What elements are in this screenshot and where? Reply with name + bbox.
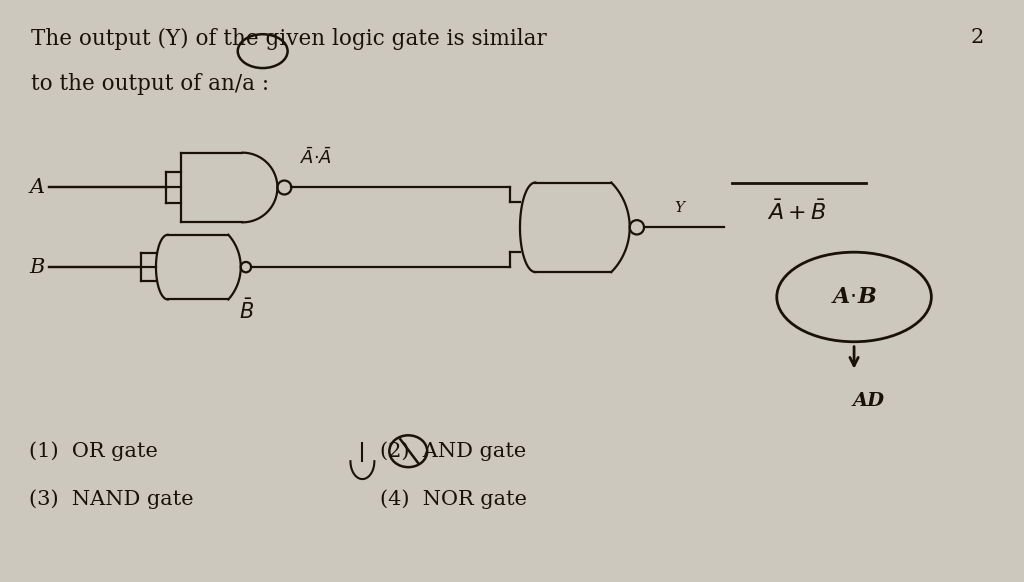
Text: $\bar{B}$: $\bar{B}$ (239, 299, 254, 323)
Text: 2: 2 (971, 29, 984, 47)
Text: (3)  NAND gate: (3) NAND gate (30, 489, 194, 509)
Text: to the output of an/a :: to the output of an/a : (32, 73, 269, 95)
Text: A$\cdot$B: A$\cdot$B (831, 286, 877, 308)
Text: Y: Y (674, 201, 684, 215)
Text: The output (Y) of the given logic gate is similar: The output (Y) of the given logic gate i… (32, 29, 547, 51)
Text: $\bar{A}+\bar{B}$: $\bar{A}+\bar{B}$ (767, 200, 826, 225)
Text: B: B (30, 258, 45, 276)
Text: (1)  OR gate: (1) OR gate (30, 441, 158, 461)
Text: (2)  AND gate: (2) AND gate (380, 441, 526, 461)
Text: AD: AD (853, 392, 885, 410)
Text: A: A (30, 178, 44, 197)
Text: (4)  NOR gate: (4) NOR gate (380, 489, 527, 509)
Text: $\bar{A}{\cdot}\bar{A}$: $\bar{A}{\cdot}\bar{A}$ (300, 147, 333, 168)
